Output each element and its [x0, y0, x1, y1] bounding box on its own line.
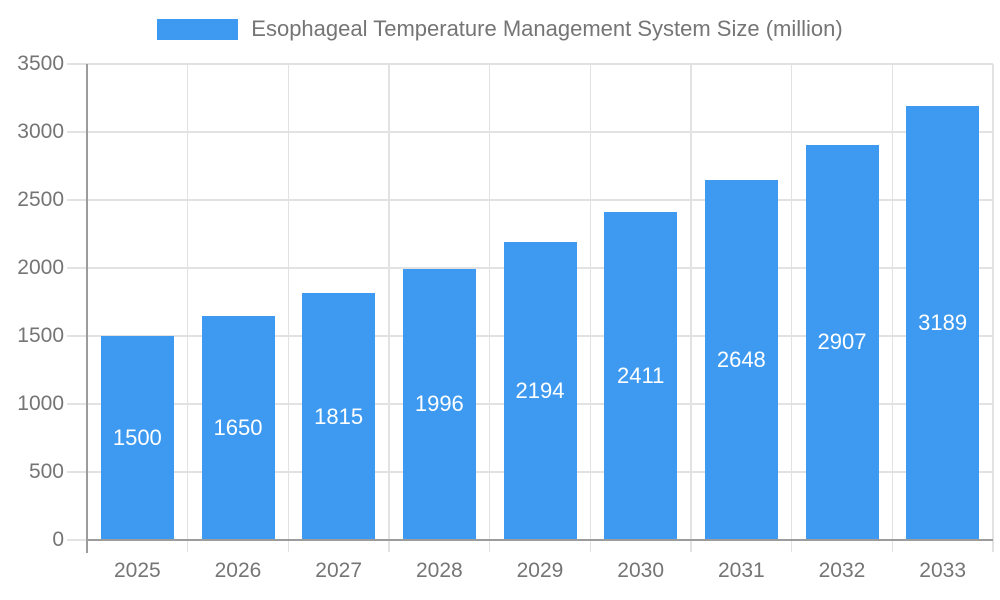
x-tick-label: 2033	[919, 559, 967, 582]
y-tick-label: 3000	[17, 120, 64, 143]
x-tick-label: 2029	[516, 559, 564, 582]
bar-2031[interactable]: 2648	[704, 179, 778, 540]
bar-value-label: 1815	[314, 403, 364, 429]
bar-2033[interactable]: 3189	[906, 106, 980, 540]
x-tick-label: 2027	[315, 559, 363, 582]
gridline-h	[67, 131, 993, 133]
x-axis-line	[86, 539, 993, 541]
gridline-h	[67, 63, 993, 65]
y-tick-label: 0	[52, 528, 64, 551]
bar-2026[interactable]: 1650	[201, 315, 275, 540]
bar-2025[interactable]: 1500	[100, 336, 174, 540]
gridline-v	[992, 64, 994, 552]
y-axis-line	[86, 64, 88, 553]
bar-value-label: 2194	[515, 377, 565, 403]
bar-value-label: 1500	[112, 425, 162, 450]
x-tick-label: 2026	[214, 559, 262, 582]
bar-2029[interactable]: 2194	[503, 241, 577, 540]
gridline-v	[891, 64, 894, 552]
bar-value-label: 2411	[617, 363, 665, 389]
y-tick-label: 2500	[17, 188, 64, 211]
y-tick-label: 2000	[17, 256, 64, 279]
gridline-v	[589, 64, 592, 552]
x-tick-label: 2031	[717, 559, 765, 582]
bar-value-label: 2648	[716, 346, 766, 372]
gridline-v	[287, 64, 290, 552]
y-tick-label: 1500	[17, 324, 64, 347]
legend-swatch	[157, 18, 239, 40]
y-tick-label: 500	[28, 460, 64, 483]
x-tick-label: 2028	[415, 559, 463, 582]
gridline-v	[186, 64, 189, 552]
gridline-v	[488, 64, 491, 552]
bar-2030[interactable]: 2411	[604, 212, 678, 540]
bar-2032[interactable]: 2907	[805, 144, 879, 540]
bar-2027[interactable]: 1815	[302, 293, 376, 540]
bar-value-label: 1650	[213, 414, 263, 440]
bar-value-label: 2907	[817, 329, 867, 355]
x-tick-label: 2032	[818, 559, 866, 582]
bar-2028[interactable]: 1996	[402, 268, 476, 540]
chart-legend[interactable]: Esophageal Temperature Management System…	[0, 16, 1000, 42]
gridline-h	[67, 199, 993, 201]
y-tick-label: 1000	[17, 392, 64, 415]
y-tick-label: 3500	[17, 52, 64, 75]
legend-label: Esophageal Temperature Management System…	[251, 16, 843, 41]
gridline-v	[790, 64, 793, 552]
x-tick-label: 2030	[617, 559, 665, 582]
gridline-v	[388, 64, 390, 552]
x-tick-label: 2025	[113, 559, 161, 582]
bar-value-label: 1996	[414, 391, 464, 417]
bar-value-label: 3189	[918, 310, 968, 336]
gridline-v	[690, 64, 692, 552]
